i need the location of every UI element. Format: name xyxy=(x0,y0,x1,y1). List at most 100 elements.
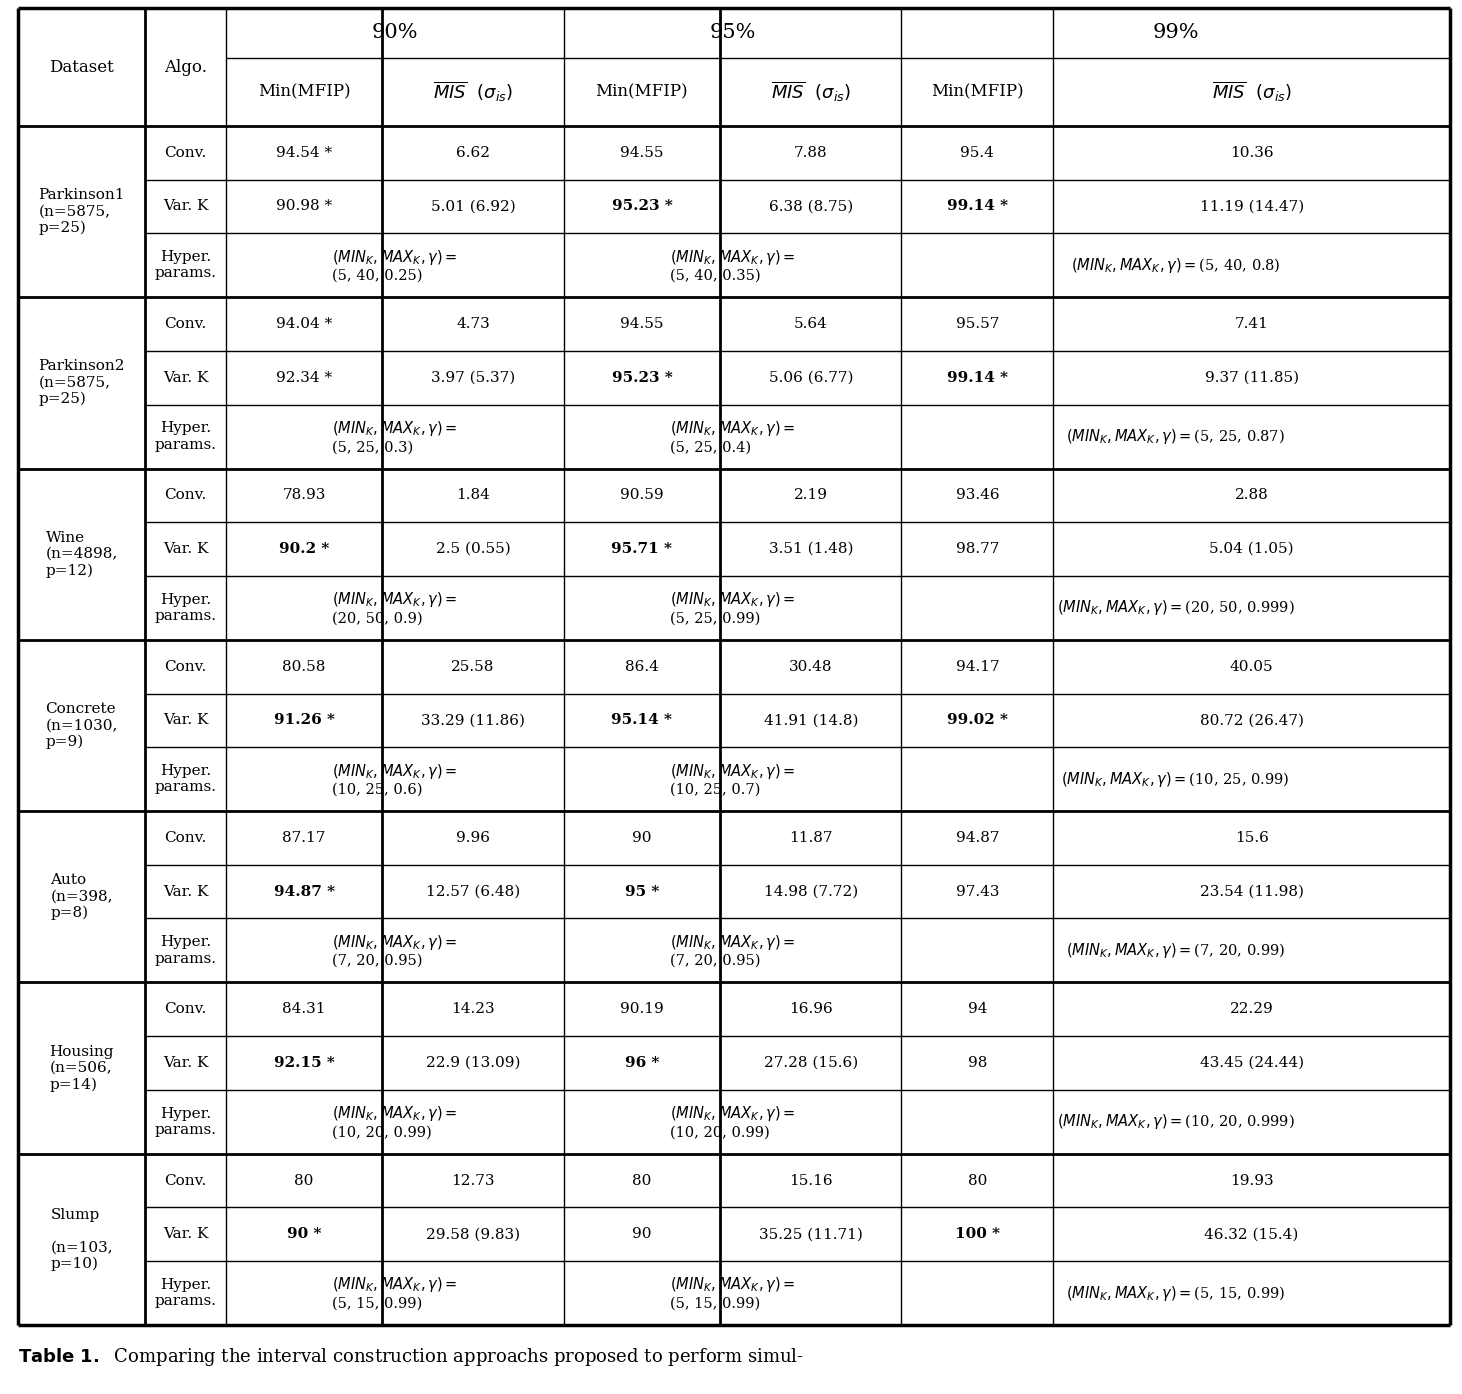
Text: $(MIN_K, MAX_K, \gamma) =$
(5, 25, 0.3): $(MIN_K, MAX_K, \gamma) =$ (5, 25, 0.3) xyxy=(332,420,458,454)
Text: 87.17: 87.17 xyxy=(282,831,326,845)
Text: 12.73: 12.73 xyxy=(452,1174,494,1188)
Text: $(MIN_K, MAX_K, \gamma) =$
(10, 25, 0.6): $(MIN_K, MAX_K, \gamma) =$ (10, 25, 0.6) xyxy=(332,761,458,797)
Text: 7.88: 7.88 xyxy=(794,146,827,160)
Text: 95.23 *: 95.23 * xyxy=(611,371,673,385)
Text: Conv.: Conv. xyxy=(164,488,206,502)
Text: 10.36: 10.36 xyxy=(1230,146,1273,160)
Text: $(MIN_K, MAX_K, \gamma) = $(7, 20, 0.99): $(MIN_K, MAX_K, \gamma) = $(7, 20, 0.99) xyxy=(1066,941,1285,960)
Text: 95 *: 95 * xyxy=(624,885,659,899)
Text: 80: 80 xyxy=(968,1174,987,1188)
Text: Hyper.
params.: Hyper. params. xyxy=(155,421,216,452)
Text: 94.55: 94.55 xyxy=(620,146,664,160)
Text: $(MIN_K, MAX_K, \gamma) = $(10, 25, 0.99): $(MIN_K, MAX_K, \gamma) = $(10, 25, 0.99… xyxy=(1061,769,1289,789)
Text: 94.55: 94.55 xyxy=(620,316,664,332)
Text: $\overline{MIS}$  $(\sigma_{is})$: $\overline{MIS}$ $(\sigma_{is})$ xyxy=(1212,79,1292,105)
Text: Hyper.
params.: Hyper. params. xyxy=(155,1107,216,1138)
Text: Conv.: Conv. xyxy=(164,1174,206,1188)
Text: 94.17: 94.17 xyxy=(956,659,999,673)
Text: 19.93: 19.93 xyxy=(1230,1174,1273,1188)
Text: $(MIN_K, MAX_K, \gamma) =$
(5, 15, 0.99): $(MIN_K, MAX_K, \gamma) =$ (5, 15, 0.99) xyxy=(332,1276,458,1310)
Text: 6.62: 6.62 xyxy=(456,146,490,160)
Text: $(MIN_K, MAX_K, \gamma) =$
(5, 15, 0.99): $(MIN_K, MAX_K, \gamma) =$ (5, 15, 0.99) xyxy=(670,1276,795,1310)
Text: 99.14 *: 99.14 * xyxy=(947,371,1007,385)
Text: 94: 94 xyxy=(968,1002,987,1016)
Text: 33.29 (11.86): 33.29 (11.86) xyxy=(421,714,525,728)
Text: Conv.: Conv. xyxy=(164,659,206,673)
Text: $(MIN_K, MAX_K, \gamma) = $(5, 15, 0.99): $(MIN_K, MAX_K, \gamma) = $(5, 15, 0.99) xyxy=(1066,1284,1285,1302)
Text: 94.87 *: 94.87 * xyxy=(273,885,335,899)
Text: Slump

(n=103,
p=10): Slump (n=103, p=10) xyxy=(50,1207,113,1271)
Text: 90.2 *: 90.2 * xyxy=(279,542,329,556)
Text: 90: 90 xyxy=(632,831,652,845)
Text: $\overline{MIS}$  $(\sigma_{is})$: $\overline{MIS}$ $(\sigma_{is})$ xyxy=(433,79,513,105)
Text: 25.58: 25.58 xyxy=(452,659,494,673)
Text: Min(MFIP): Min(MFIP) xyxy=(595,84,689,100)
Text: 95.14 *: 95.14 * xyxy=(611,714,673,728)
Text: Hyper.
params.: Hyper. params. xyxy=(155,764,216,795)
Text: 29.58 (9.83): 29.58 (9.83) xyxy=(425,1227,520,1241)
Text: $\mathbf{Table\ 1.}$  Comparing the interval construction approachs proposed to : $\mathbf{Table\ 1.}$ Comparing the inter… xyxy=(18,1347,804,1368)
Text: 12.57 (6.48): 12.57 (6.48) xyxy=(425,885,520,899)
Text: 1.84: 1.84 xyxy=(456,488,490,502)
Text: 2.88: 2.88 xyxy=(1235,488,1269,502)
Text: 99.02 *: 99.02 * xyxy=(947,714,1007,728)
Text: 11.87: 11.87 xyxy=(789,831,833,845)
Text: 90 *: 90 * xyxy=(287,1227,322,1241)
Text: Var. K: Var. K xyxy=(162,371,208,385)
Text: $(MIN_K, MAX_K, \gamma) = $(5, 40, 0.8): $(MIN_K, MAX_K, \gamma) = $(5, 40, 0.8) xyxy=(1072,255,1281,275)
Text: 80: 80 xyxy=(632,1174,652,1188)
Text: 90%: 90% xyxy=(371,24,418,42)
Text: 84.31: 84.31 xyxy=(282,1002,326,1016)
Text: 5.06 (6.77): 5.06 (6.77) xyxy=(769,371,854,385)
Text: 99%: 99% xyxy=(1152,24,1199,42)
Text: Var. K: Var. K xyxy=(162,1227,208,1241)
Text: 90: 90 xyxy=(632,1227,652,1241)
Text: Var. K: Var. K xyxy=(162,714,208,728)
Text: $(MIN_K, MAX_K, \gamma) = $(10, 20, 0.999): $(MIN_K, MAX_K, \gamma) = $(10, 20, 0.99… xyxy=(1057,1112,1295,1131)
Text: Concrete
(n=1030,
p=9): Concrete (n=1030, p=9) xyxy=(45,703,118,749)
Text: Parkinson2
(n=5875,
p=25): Parkinson2 (n=5875, p=25) xyxy=(38,360,124,407)
Text: 5.64: 5.64 xyxy=(794,316,827,332)
Text: 90.98 *: 90.98 * xyxy=(276,199,332,213)
Text: 2.5 (0.55): 2.5 (0.55) xyxy=(436,542,510,556)
Text: 14.23: 14.23 xyxy=(452,1002,494,1016)
Text: 80.72 (26.47): 80.72 (26.47) xyxy=(1200,714,1304,728)
Text: $(MIN_K, MAX_K, \gamma) =$
(7, 20, 0.95): $(MIN_K, MAX_K, \gamma) =$ (7, 20, 0.95) xyxy=(670,933,795,967)
Text: 86.4: 86.4 xyxy=(624,659,659,673)
Text: 7.41: 7.41 xyxy=(1235,316,1269,332)
Text: 46.32 (15.4): 46.32 (15.4) xyxy=(1205,1227,1298,1241)
Text: 100 *: 100 * xyxy=(955,1227,1000,1241)
Text: Wine
(n=4898,
p=12): Wine (n=4898, p=12) xyxy=(45,531,118,577)
Text: Hyper.
params.: Hyper. params. xyxy=(155,1278,216,1308)
Text: 41.91 (14.8): 41.91 (14.8) xyxy=(763,714,858,728)
Text: 80.58: 80.58 xyxy=(282,659,326,673)
Text: 99.14 *: 99.14 * xyxy=(947,199,1007,213)
Text: $(MIN_K, MAX_K, \gamma) =$
(10, 20, 0.99): $(MIN_K, MAX_K, \gamma) =$ (10, 20, 0.99… xyxy=(332,1104,458,1139)
Text: 95.71 *: 95.71 * xyxy=(611,542,673,556)
Text: 95%: 95% xyxy=(709,24,756,42)
Text: 78.93: 78.93 xyxy=(282,488,326,502)
Text: 11.19 (14.47): 11.19 (14.47) xyxy=(1199,199,1304,213)
Text: 14.98 (7.72): 14.98 (7.72) xyxy=(763,885,858,899)
Text: 90.59: 90.59 xyxy=(620,488,664,502)
Text: 97.43: 97.43 xyxy=(956,885,999,899)
Text: 22.9 (13.09): 22.9 (13.09) xyxy=(425,1055,520,1071)
Text: Auto
(n=398,
p=8): Auto (n=398, p=8) xyxy=(50,874,113,920)
Text: Hyper.
params.: Hyper. params. xyxy=(155,592,216,623)
Text: $(MIN_K, MAX_K, \gamma) =$
(20, 50, 0.9): $(MIN_K, MAX_K, \gamma) =$ (20, 50, 0.9) xyxy=(332,590,458,626)
Text: Dataset: Dataset xyxy=(50,59,114,75)
Text: 3.97 (5.37): 3.97 (5.37) xyxy=(431,371,515,385)
Text: $\overline{MIS}$  $(\sigma_{is})$: $\overline{MIS}$ $(\sigma_{is})$ xyxy=(770,79,851,105)
Text: $(MIN_K, MAX_K, \gamma) =$
(7, 20, 0.95): $(MIN_K, MAX_K, \gamma) =$ (7, 20, 0.95) xyxy=(332,933,458,967)
Text: $(MIN_K, MAX_K, \gamma) = $(20, 50, 0.999): $(MIN_K, MAX_K, \gamma) = $(20, 50, 0.99… xyxy=(1057,598,1295,618)
Text: Var. K: Var. K xyxy=(162,885,208,899)
Text: 93.46: 93.46 xyxy=(956,488,999,502)
Text: Min(MFIP): Min(MFIP) xyxy=(257,84,351,100)
Text: 5.04 (1.05): 5.04 (1.05) xyxy=(1209,542,1294,556)
Text: 9.37 (11.85): 9.37 (11.85) xyxy=(1205,371,1298,385)
Text: 95.57: 95.57 xyxy=(956,316,999,332)
Text: 23.54 (11.98): 23.54 (11.98) xyxy=(1200,885,1304,899)
Text: 6.38 (8.75): 6.38 (8.75) xyxy=(769,199,852,213)
Text: 35.25 (11.71): 35.25 (11.71) xyxy=(759,1227,863,1241)
Text: 30.48: 30.48 xyxy=(789,659,833,673)
